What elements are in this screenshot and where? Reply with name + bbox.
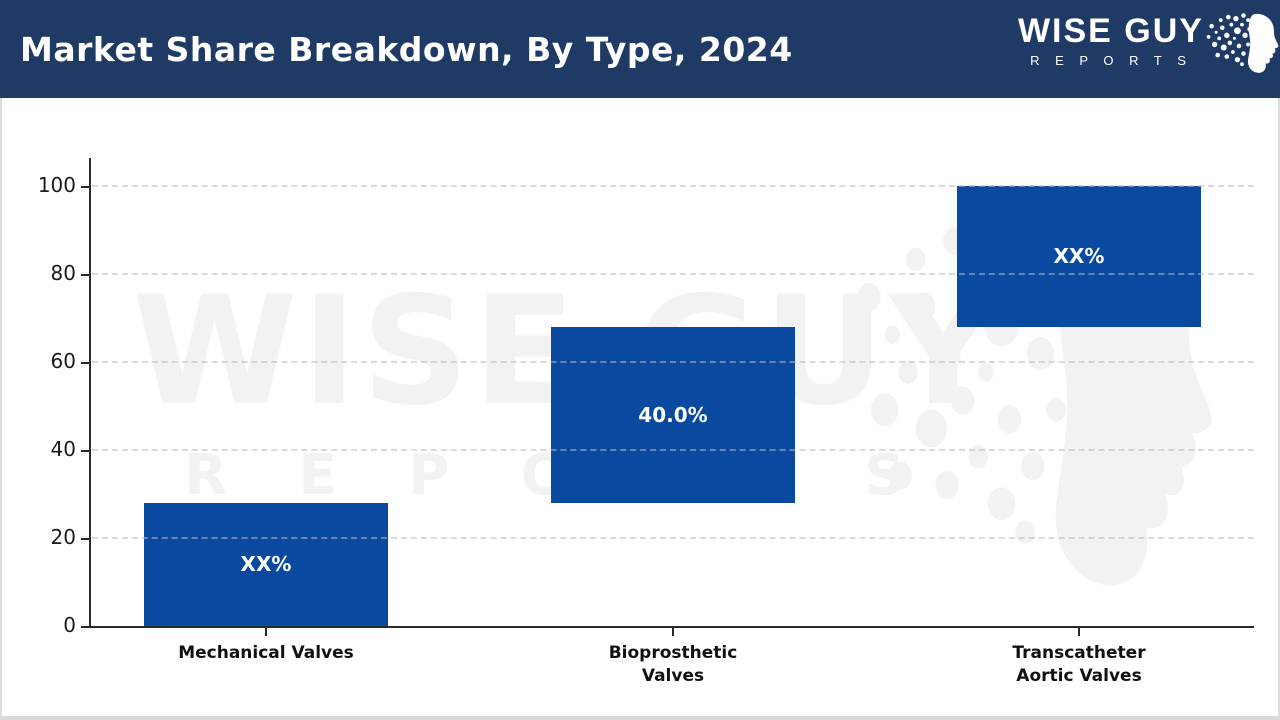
category-label: Mechanical Valves	[178, 643, 354, 663]
gridline	[92, 449, 1254, 451]
y-tick-label: 40	[50, 437, 76, 461]
chart-canvas: WISE GUY R E P O R T S XX%40.0%XX%020406…	[0, 98, 1280, 720]
bar-segment: XX%	[144, 502, 388, 626]
x-axis-line	[89, 626, 1254, 628]
brand-name: WISE GUY	[1017, 12, 1204, 50]
brand-logo: WISE GUY R E P O R T S	[1017, 12, 1204, 68]
x-axis-tick	[672, 628, 674, 636]
y-tick-label: 100	[37, 173, 76, 197]
gridline	[92, 361, 1254, 363]
y-tick-label: 60	[50, 349, 76, 373]
bar-value-label: XX%	[1053, 244, 1105, 269]
bar-value-label: 40.0%	[638, 402, 708, 427]
y-axis-tick	[81, 626, 89, 628]
y-axis-line	[89, 158, 91, 628]
header-bar: Market Share Breakdown, By Type, 2024 WI…	[0, 0, 1280, 98]
y-axis-tick	[81, 450, 89, 452]
dotted-head-profile-icon	[1204, 6, 1280, 92]
chart-plot-area: XX% 40.0% XX% 0 20 40 60 80 100 Mechanical Valves…	[2, 98, 1280, 716]
y-axis-tick	[81, 274, 89, 276]
brand-subtitle: R E P O R T S	[1030, 52, 1192, 68]
gridline	[92, 273, 1254, 275]
y-tick-label: 0	[63, 613, 76, 637]
y-axis-tick	[81, 538, 89, 540]
bar-value-label: XX%	[240, 552, 292, 577]
gridline	[92, 185, 1254, 187]
y-tick-label: 80	[50, 261, 76, 285]
y-tick-label: 20	[50, 525, 76, 549]
bar-segment: 40.0%	[551, 326, 795, 503]
page-title: Market Share Breakdown, By Type, 2024	[20, 29, 793, 69]
y-axis-tick	[81, 362, 89, 364]
category-label: Transcatheter Aortic Valves	[1012, 643, 1146, 686]
x-axis-tick	[1078, 628, 1080, 636]
y-axis-tick	[81, 186, 89, 188]
bar-segment: XX%	[957, 186, 1201, 327]
x-axis-tick	[265, 628, 267, 636]
gridline	[92, 537, 1254, 539]
category-label: Bioprosthetic Valves	[608, 643, 738, 686]
